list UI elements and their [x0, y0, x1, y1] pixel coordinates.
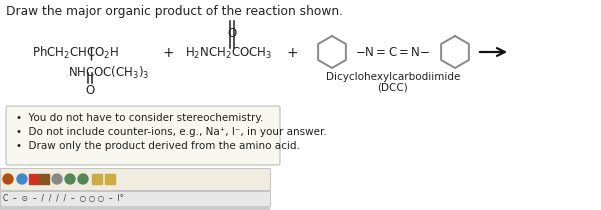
- Text: Dicyclohexylcarbodiimide: Dicyclohexylcarbodiimide: [326, 72, 460, 82]
- Text: $-$N$=$C$=$N$-$: $-$N$=$C$=$N$-$: [355, 46, 430, 59]
- Circle shape: [52, 174, 62, 184]
- Text: +: +: [162, 46, 174, 60]
- Bar: [92, 174, 102, 184]
- Text: •  Do not include counter-ions, e.g., Na⁺, I⁻, in your answer.: • Do not include counter-ions, e.g., Na⁺…: [16, 127, 327, 137]
- Bar: [0, 206, 270, 210]
- Text: O: O: [85, 84, 94, 97]
- Bar: [0, 191, 270, 206]
- Text: H$_2$NCH$_2$COCH$_3$: H$_2$NCH$_2$COCH$_3$: [185, 45, 272, 60]
- Circle shape: [65, 174, 75, 184]
- Text: O: O: [227, 27, 237, 40]
- Circle shape: [17, 174, 27, 184]
- Bar: [105, 174, 115, 184]
- Text: C  –  ⊙  –  /  /  /  /  –  ○ ○ ○  –  l°: C – ⊙ – / / / / – ○ ○ ○ – l°: [3, 194, 124, 203]
- Bar: [39, 174, 49, 184]
- Text: •  Draw only the product derived from the amino acid.: • Draw only the product derived from the…: [16, 141, 300, 151]
- Circle shape: [78, 174, 88, 184]
- Bar: [29, 174, 39, 184]
- Text: +: +: [286, 46, 298, 60]
- Bar: [0, 168, 270, 190]
- Text: Draw the major organic product of the reaction shown.: Draw the major organic product of the re…: [6, 5, 343, 18]
- Text: •  You do not have to consider stereochemistry.: • You do not have to consider stereochem…: [16, 113, 263, 123]
- FancyBboxPatch shape: [6, 106, 280, 165]
- Text: NHCOC(CH$_3$)$_3$: NHCOC(CH$_3$)$_3$: [68, 65, 150, 81]
- Text: (DCC): (DCC): [377, 82, 408, 92]
- Circle shape: [3, 174, 13, 184]
- Text: PhCH$_2$CHCO$_2$H: PhCH$_2$CHCO$_2$H: [32, 45, 119, 61]
